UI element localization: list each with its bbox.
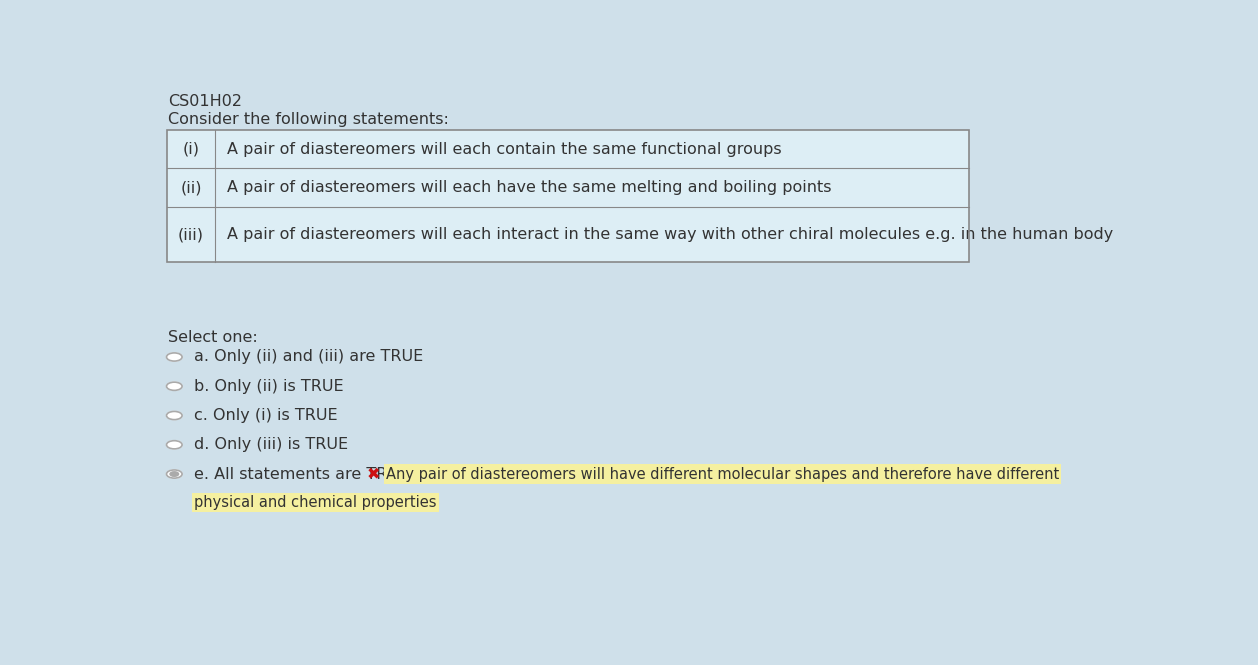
Text: A pair of diastereomers will each have the same melting and boiling points: A pair of diastereomers will each have t…	[226, 180, 832, 195]
Circle shape	[166, 441, 182, 449]
Text: A pair of diastereomers will each interact in the same way with other chiral mol: A pair of diastereomers will each intera…	[226, 227, 1113, 242]
Circle shape	[166, 382, 182, 390]
Text: Select one:: Select one:	[169, 330, 258, 345]
Text: b. Only (ii) is TRUE: b. Only (ii) is TRUE	[195, 379, 345, 394]
Text: (ii): (ii)	[180, 180, 201, 195]
Text: a. Only (ii) and (iii) are TRUE: a. Only (ii) and (iii) are TRUE	[195, 350, 424, 364]
Text: A pair of diastereomers will each contain the same functional groups: A pair of diastereomers will each contai…	[226, 142, 781, 156]
FancyBboxPatch shape	[166, 130, 970, 262]
Text: d. Only (iii) is TRUE: d. Only (iii) is TRUE	[195, 438, 348, 452]
Text: CS01H02: CS01H02	[169, 94, 242, 108]
Text: ✖: ✖	[366, 467, 380, 481]
Text: (i): (i)	[182, 142, 200, 156]
Text: Consider the following statements:: Consider the following statements:	[169, 112, 449, 127]
Circle shape	[170, 471, 179, 476]
Circle shape	[166, 412, 182, 420]
Text: Any pair of diastereomers will have different molecular shapes and therefore hav: Any pair of diastereomers will have diff…	[386, 467, 1059, 481]
Text: c. Only (i) is TRUE: c. Only (i) is TRUE	[195, 408, 338, 423]
Circle shape	[166, 470, 182, 478]
Circle shape	[166, 353, 182, 361]
Text: (iii): (iii)	[177, 227, 204, 242]
Text: physical and chemical properties: physical and chemical properties	[195, 495, 437, 510]
Text: e. All statements are TRUE: e. All statements are TRUE	[195, 467, 410, 481]
